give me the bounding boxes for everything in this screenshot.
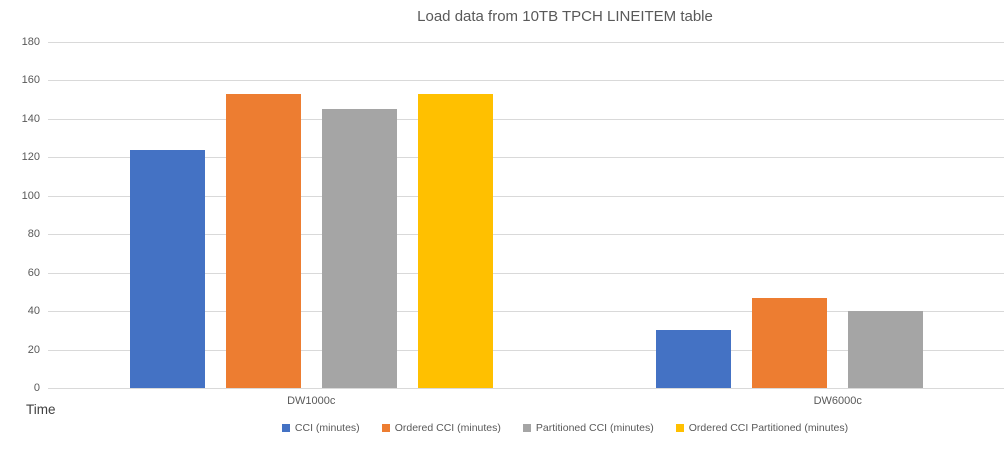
gridline-0 (48, 388, 1004, 389)
bar-DW1000c-series-3 (417, 93, 493, 388)
legend-label: CCI (minutes) (294, 422, 360, 434)
legend: CCI (minutes) Ordered CCI (minutes) Partit… (0, 422, 1004, 434)
bar-DW1000c-series-0 (129, 149, 205, 388)
bar-DW6000c-series-1 (752, 297, 828, 388)
legend-item-1: Ordered CCI (minutes) (381, 422, 501, 434)
plot-area (48, 42, 1004, 389)
gridline-40 (48, 311, 1004, 313)
legend-swatch-icon (522, 424, 531, 432)
y-tick-label-160: 160 (21, 74, 40, 87)
gridline-80 (48, 234, 1004, 236)
gridline-100 (48, 195, 1004, 197)
legend-item-0: CCI (minutes) (281, 422, 360, 434)
y-tick-label-140: 140 (21, 112, 40, 125)
legend-label: Ordered CCI (minutes) (394, 422, 501, 434)
bar-DW1000c-series-2 (321, 109, 397, 388)
gridline-140 (48, 118, 1004, 120)
y-tick-label-120: 120 (21, 151, 40, 164)
gridline-160 (48, 80, 1004, 82)
bar-DW6000c-series-2 (848, 311, 924, 388)
x-tick-label-DW6000c: DW6000c (813, 395, 862, 407)
y-tick-label-20: 20 (27, 343, 40, 356)
y-tick-label-0: 0 (33, 382, 40, 394)
legend-label: Ordered CCI Partitioned (minutes) (688, 422, 849, 434)
legend-swatch-icon (281, 424, 290, 432)
y-tick-label-80: 80 (27, 228, 40, 241)
y-tick-label-180: 180 (21, 36, 40, 48)
legend-swatch-icon (675, 424, 684, 432)
gridline-20 (48, 349, 1004, 351)
bar-DW6000c-series-0 (656, 330, 732, 388)
legend-label: Partitioned CCI (minutes) (535, 422, 654, 434)
y-tick-label-100: 100 (21, 189, 40, 202)
legend-item-2: Partitioned CCI (minutes) (522, 422, 654, 434)
gridline-120 (48, 157, 1004, 159)
gridline-180 (48, 42, 1004, 43)
y-axis-title: Time (26, 402, 56, 417)
x-tick-label-DW1000c: DW1000c (287, 395, 336, 407)
chart-title: Load data from 10TB TPCH LINEITEM table (417, 8, 713, 25)
legend-swatch-icon (381, 424, 390, 432)
legend-item-3: Ordered CCI Partitioned (minutes) (675, 422, 849, 434)
gridline-60 (48, 272, 1004, 274)
y-tick-label-60: 60 (27, 266, 40, 279)
bar-DW1000c-series-1 (225, 93, 301, 388)
y-tick-label-40: 40 (27, 305, 40, 318)
